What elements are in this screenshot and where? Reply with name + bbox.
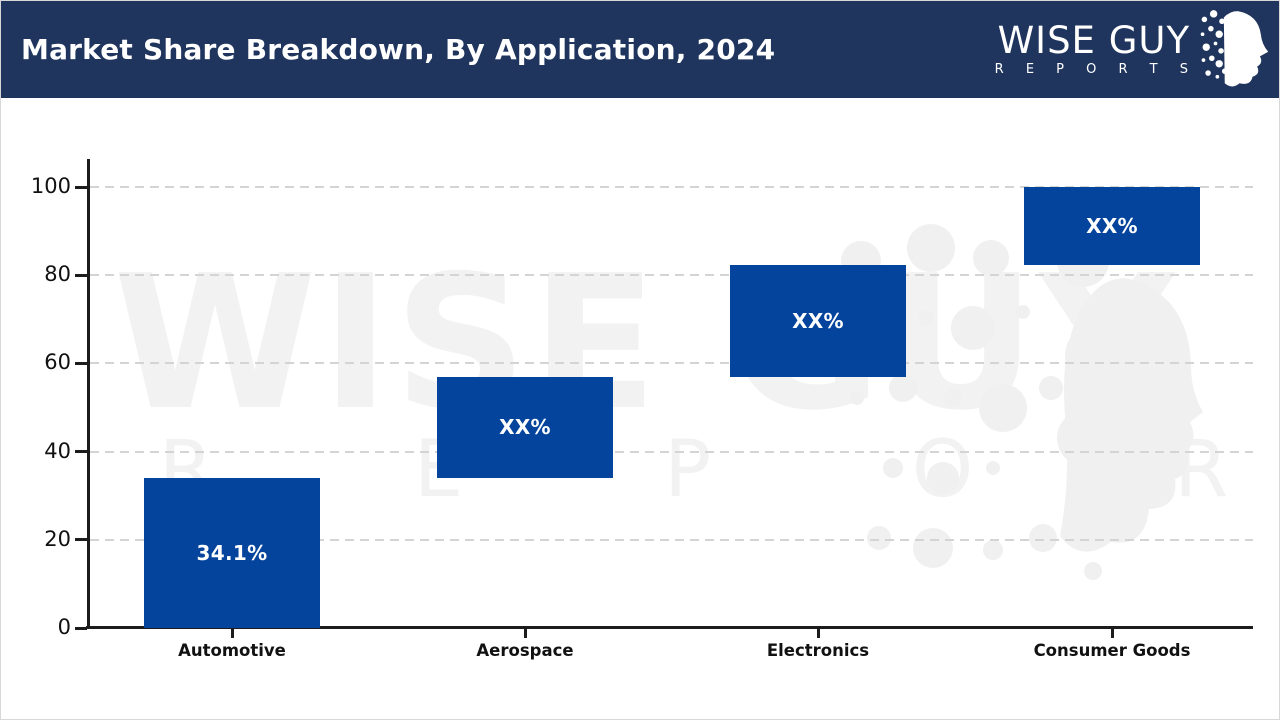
y-axis-line: [87, 159, 90, 629]
x-category-label: Aerospace: [476, 641, 574, 660]
y-tick-label: 40: [44, 438, 71, 463]
logo-wordmark: WISE GUY: [997, 19, 1191, 63]
gridline-40: [90, 450, 1253, 453]
y-tick-label: 0: [57, 615, 71, 639]
gridline-100: [90, 186, 1253, 188]
bar-value-label: 34.1%: [196, 540, 268, 565]
logo-subtext: R E P O R T S: [994, 61, 1197, 77]
x-axis-line: [86, 626, 1253, 629]
y-tick-label: 60: [44, 350, 71, 375]
bar-consumer-goods: XX%: [1024, 187, 1200, 265]
y-tick-label: 20: [44, 526, 71, 551]
x-category-label: Electronics: [766, 641, 870, 660]
y-tick-mark: [75, 273, 87, 277]
wiseguy-logo: WISE GUY R E P O R T S: [991, 6, 1271, 92]
bar-value-label: XX%: [499, 415, 551, 440]
logo-face-icon: [1200, 10, 1269, 87]
y-tick-mark: [75, 450, 87, 454]
y-tick-mark: [75, 626, 87, 630]
x-tick-mark: [1110, 629, 1114, 638]
y-tick-label: 100: [30, 174, 71, 198]
bar-aerospace: XX%: [437, 376, 613, 478]
gridline-80: [90, 274, 1253, 277]
x-tick-mark: [523, 629, 527, 638]
x-category-label: Automotive: [178, 641, 286, 660]
gridline-60: [90, 362, 1253, 365]
bar-value-label: XX%: [1086, 213, 1138, 238]
x-category-label: Consumer Goods: [1033, 641, 1191, 660]
y-tick-mark: [75, 538, 87, 542]
waterfall-chart: WISE GUY R E P O R T S: [1, 98, 1279, 719]
bar-automotive: 34.1%: [144, 477, 320, 628]
gridline-20: [90, 538, 1253, 541]
bar-value-label: XX%: [792, 308, 844, 333]
y-tick-mark: [75, 361, 87, 365]
x-tick-mark: [230, 629, 234, 638]
y-tick-mark: [75, 185, 87, 189]
logo-text: WISE GUY R E P O R T S: [991, 21, 1197, 77]
y-tick-label: 80: [44, 262, 71, 287]
header-bar: Market Share Breakdown, By Application, …: [1, 1, 1279, 98]
x-tick-mark: [816, 629, 820, 638]
page-title: Market Share Breakdown, By Application, …: [21, 33, 776, 66]
bar-electronics: XX%: [730, 264, 906, 377]
